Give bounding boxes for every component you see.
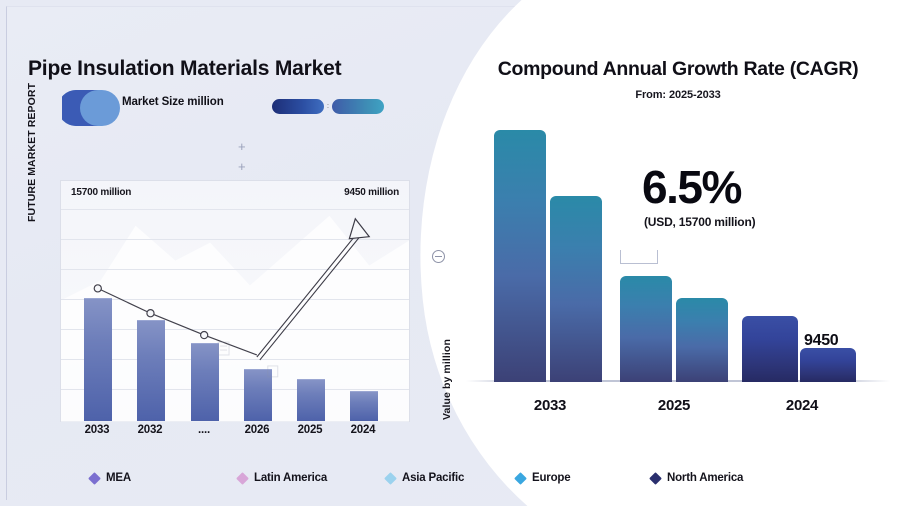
left-chart-plot-area: 15700 million 9450 million	[60, 180, 410, 422]
data-label-9450: 9450	[804, 332, 839, 349]
bar-2033-primary	[494, 130, 546, 382]
x-label-1: 2032	[137, 424, 163, 436]
scale-pill-dark	[272, 99, 324, 114]
right-panel: Compound Annual Growth Rate (CAGR) From:…	[452, 0, 900, 506]
bar-2025-primary	[620, 276, 672, 382]
color-scale-pills: :	[272, 99, 384, 114]
bar-2025-secondary	[676, 298, 728, 382]
legend-marker-north-america	[649, 471, 662, 485]
right-x-label-2033: 2033	[533, 397, 567, 414]
page-title: Pipe Insulation Materials Market	[28, 57, 342, 80]
decorative-bracket	[620, 250, 658, 264]
legend-label-north-america: North America	[667, 472, 744, 484]
market-size-legend-label: Market Size million	[122, 96, 224, 108]
cagr-subtitle: From: 2025-2033	[635, 89, 721, 101]
left-panel: Pipe Insulation Materials Market Market …	[26, 57, 453, 446]
legend-marker-europe	[514, 471, 527, 485]
x-label-5: 2024	[350, 424, 376, 436]
bar-2024	[350, 391, 378, 421]
scale-pill-teal	[331, 99, 384, 114]
right-x-label-2025: 2025	[657, 397, 691, 414]
legend-label-latin-america: Latin America	[254, 472, 328, 484]
bar-2033	[84, 298, 112, 421]
y-axis-label-left: FUTURE MARKET REPORT	[26, 82, 38, 222]
left-chart-x-axis: 2033 2032 .... 2026 2025 2024	[60, 424, 410, 446]
cagr-note: (USD, 15700 million)	[644, 215, 756, 229]
bar-2032	[137, 320, 165, 421]
legend-item-asia-pacific[interactable]: Asia Pacific	[384, 471, 516, 485]
legend-marker-asia-pacific	[384, 471, 397, 485]
bar-2024-primary	[742, 316, 798, 382]
x-label-4: 2025	[297, 424, 323, 436]
cagr-title: Compound Annual Growth Rate (CAGR)	[497, 58, 859, 80]
value-label-max: 15700 million	[71, 187, 132, 198]
bar-2033-secondary	[550, 196, 602, 382]
cagr-value: 6.5%	[642, 161, 742, 213]
legend-marker-latin-america	[236, 471, 249, 485]
legend-label-asia-pacific: Asia Pacific	[402, 472, 465, 484]
bar-2024-secondary	[800, 348, 856, 382]
legend-marker-mea	[88, 471, 101, 485]
bar-2026	[244, 369, 272, 421]
circle-minus-icon	[432, 250, 445, 263]
bar-2025	[297, 379, 325, 421]
legend-item-mea[interactable]: MEA	[88, 471, 238, 485]
x-label-0: 2033	[84, 424, 110, 436]
value-label-min: 9450 million	[344, 187, 399, 198]
background-mountain-graphic	[61, 215, 409, 422]
legend-label-europe: Europe	[532, 472, 571, 484]
pill-separator: :	[327, 103, 329, 110]
bar-dots	[191, 343, 219, 421]
region-legend: MEA Latin America Asia Pacific Europe No…	[0, 471, 900, 485]
legend-item-latin-america[interactable]: Latin America	[236, 471, 386, 485]
hexagon-logo-icon	[62, 90, 120, 126]
plus-icon-1: +	[238, 139, 246, 154]
plus-icon-2: +	[238, 159, 246, 174]
x-label-2: ....	[198, 424, 210, 436]
x-label-3: 2026	[244, 424, 270, 436]
right-chart-plot-area: 9450 2033 2025 2024	[452, 130, 900, 428]
legend-item-europe[interactable]: Europe	[514, 471, 651, 485]
right-x-label-2024: 2024	[785, 397, 819, 414]
legend-label-mea: MEA	[106, 472, 131, 484]
legend-item-north-america[interactable]: North America	[649, 471, 744, 485]
